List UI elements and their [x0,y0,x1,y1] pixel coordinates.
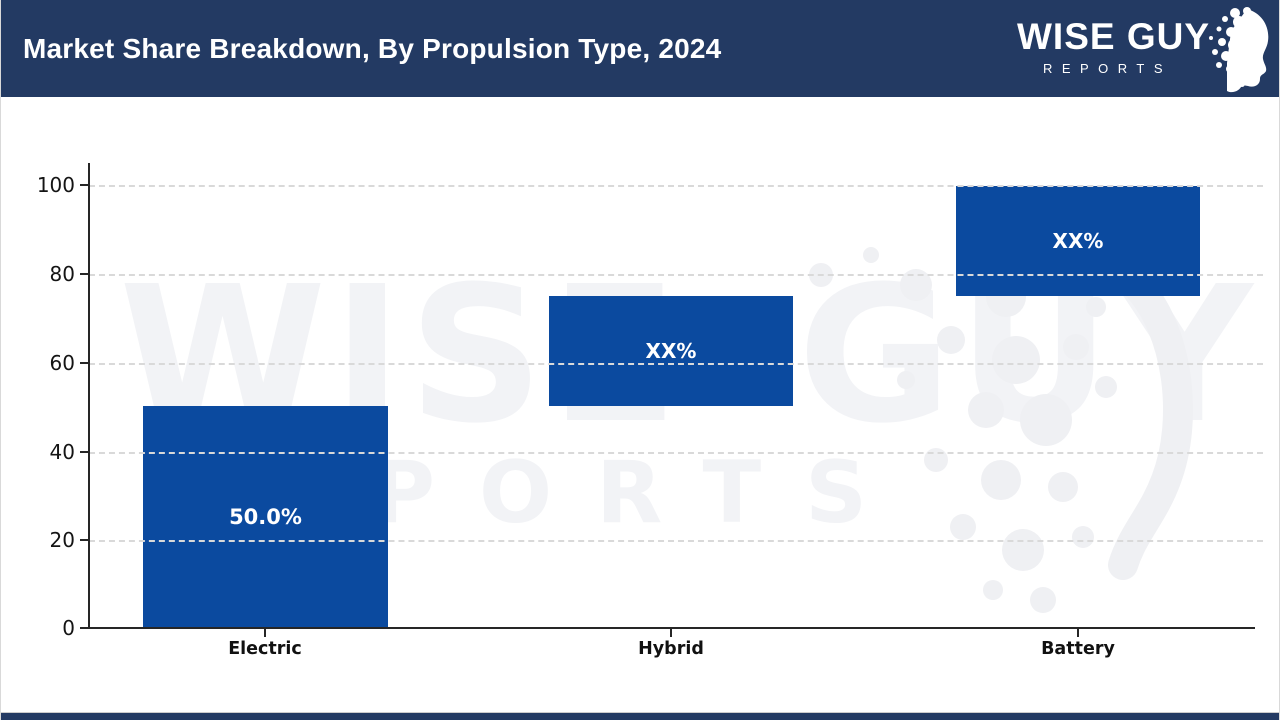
ytick-label-100: 100 [36,173,75,197]
y-axis-line [88,163,90,629]
ytick-label-80: 80 [49,262,75,286]
gridline-60 [89,363,1263,365]
ytick-mark-0 [80,627,89,629]
xtick-mark-battery [1077,629,1079,637]
logo-subtitle: REPORTS [1042,61,1173,76]
wiseguy-logo-text: WISE GUY REPORTS [1017,16,1211,76]
xtick-mark-electric [264,629,266,637]
watermark-head-dots-icon [809,247,1193,613]
bar-battery: XX% [956,186,1200,296]
x-axis-line [88,627,1255,629]
ytick-mark-100 [80,184,89,186]
ytick-label-60: 60 [49,351,75,375]
bar-electric: 50.0% [143,406,388,628]
bar-label-hybrid: XX% [645,339,697,363]
gridline-80 [89,274,1263,276]
footer-bar [1,712,1279,720]
ytick-mark-20 [80,539,89,541]
ytick-mark-80 [80,273,89,275]
category-label-hybrid: Hybrid [638,639,704,659]
bar-label-electric: 50.0% [229,505,302,529]
wiseguy-logo: WISE GUY REPORTS [1017,0,1269,97]
header-bar: Market Share Breakdown, By Propulsion Ty… [1,0,1279,97]
category-label-electric: Electric [228,639,302,659]
ytick-label-0: 0 [62,616,75,640]
xtick-mark-hybrid [670,629,672,637]
ytick-label-20: 20 [49,528,75,552]
ytick-mark-40 [80,451,89,453]
gridline-40 [89,452,1263,454]
bar-label-battery: XX% [1052,229,1104,253]
wiseguy-head-icon [1209,7,1269,93]
category-label-battery: Battery [1041,639,1115,659]
logo-wordmark: WISE GUY [1017,16,1211,57]
ytick-mark-60 [80,362,89,364]
gridline-20 [89,540,1263,542]
ytick-label-40: 40 [49,440,75,464]
gridline-100 [89,185,1263,187]
bar-hybrid: XX% [549,296,793,406]
page-title: Market Share Breakdown, By Propulsion Ty… [23,32,722,64]
